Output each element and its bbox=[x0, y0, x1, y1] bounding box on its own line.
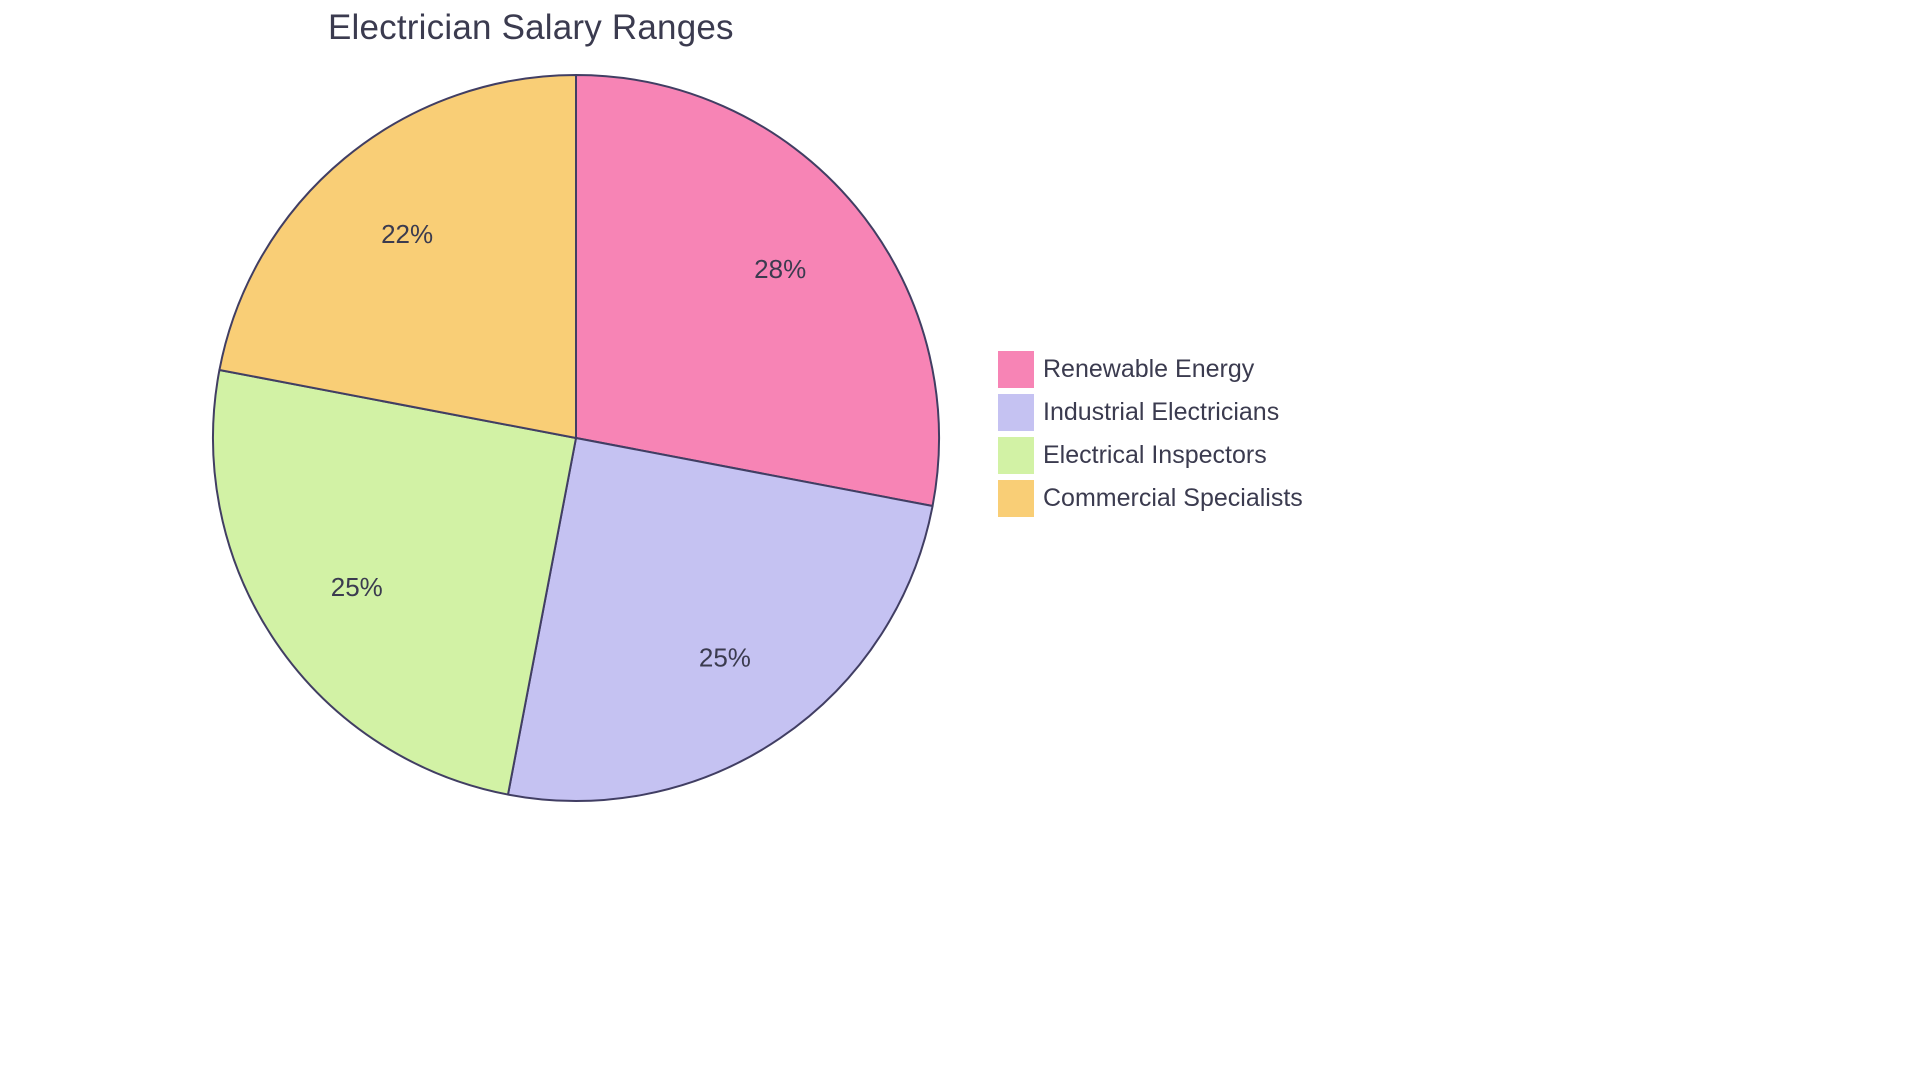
pie-slice-commercial-specialists bbox=[218, 74, 577, 439]
legend-item-electrical-inspectors[interactable]: Electrical Inspectors bbox=[998, 437, 1303, 474]
slice-percentage-label: 25% bbox=[699, 642, 751, 672]
legend-item-industrial-electricians[interactable]: Industrial Electricians bbox=[998, 394, 1303, 431]
pie-slice-electrical-inspectors bbox=[212, 368, 577, 796]
slice-percentage-label: 25% bbox=[331, 572, 383, 602]
legend-item-renewable-energy[interactable]: Renewable Energy bbox=[998, 351, 1303, 388]
legend-label: Commercial Specialists bbox=[1043, 484, 1303, 512]
pie-slice-industrial-electricians bbox=[506, 437, 934, 802]
legend-swatch bbox=[998, 437, 1034, 474]
pie-slice-renewable-energy bbox=[575, 74, 940, 508]
legend: Renewable Energy Industrial Electricians E… bbox=[998, 351, 1303, 517]
slice-percentage-label: 22% bbox=[381, 219, 433, 249]
legend-swatch bbox=[998, 394, 1034, 431]
slice-percentage-label: 28% bbox=[754, 254, 806, 284]
legend-swatch bbox=[998, 351, 1034, 388]
legend-swatch bbox=[998, 480, 1034, 517]
legend-label: Renewable Energy bbox=[1043, 355, 1255, 383]
legend-label: Electrical Inspectors bbox=[1043, 441, 1267, 469]
legend-label: Industrial Electricians bbox=[1043, 398, 1280, 426]
legend-item-commercial-specialists[interactable]: Commercial Specialists bbox=[998, 480, 1303, 517]
chart-title: Electrician Salary Ranges bbox=[328, 8, 734, 47]
